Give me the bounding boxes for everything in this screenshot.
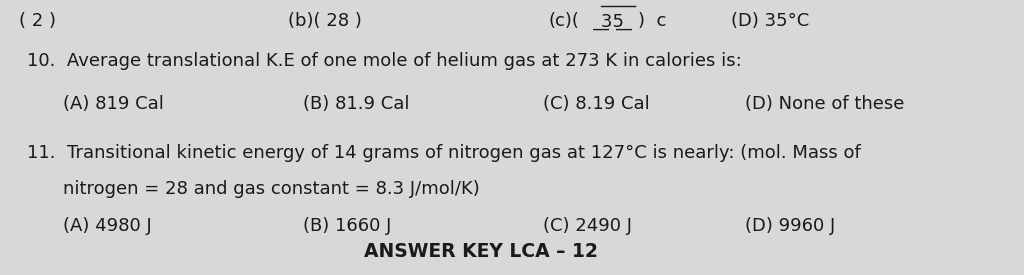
Text: 11.  Transitional kinetic energy of 14 grams of nitrogen gas at 127°C is nearly:: 11. Transitional kinetic energy of 14 gr… xyxy=(27,144,861,162)
Text: (B) 81.9 Cal: (B) 81.9 Cal xyxy=(303,95,410,113)
Text: (D) None of these: (D) None of these xyxy=(745,95,904,113)
Text: (c)(: (c)( xyxy=(548,12,579,30)
Text: ( 2 ): ( 2 ) xyxy=(19,12,56,30)
Text: )  c: ) c xyxy=(638,12,666,30)
Text: (B) 1660 J: (B) 1660 J xyxy=(303,217,391,235)
Text: (D) 35°C: (D) 35°C xyxy=(731,12,809,30)
Text: (b)( 28 ): (b)( 28 ) xyxy=(289,12,362,30)
Text: (D) 9960 J: (D) 9960 J xyxy=(745,217,836,235)
Text: (A) 819 Cal: (A) 819 Cal xyxy=(62,95,164,113)
Text: (C) 8.19 Cal: (C) 8.19 Cal xyxy=(544,95,650,113)
Text: (C) 2490 J: (C) 2490 J xyxy=(544,217,633,235)
Text: ͟35͟: ͟35͟ xyxy=(601,12,624,30)
Text: ANSWER KEY LCA – 12: ANSWER KEY LCA – 12 xyxy=(364,242,598,261)
Text: (A) 4980 J: (A) 4980 J xyxy=(62,217,152,235)
Text: nitrogen = 28 and gas constant = 8.3 J/mol/K): nitrogen = 28 and gas constant = 8.3 J/m… xyxy=(62,180,479,198)
Text: 10.  Average translational K.E of one mole of helium gas at 273 K in calories is: 10. Average translational K.E of one mol… xyxy=(27,52,741,70)
